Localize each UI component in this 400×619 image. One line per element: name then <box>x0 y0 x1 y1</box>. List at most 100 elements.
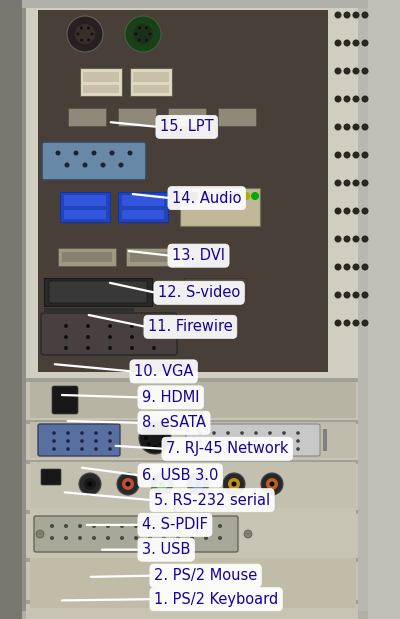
Bar <box>30 422 356 458</box>
Bar <box>26 420 358 424</box>
Circle shape <box>344 95 350 103</box>
Circle shape <box>94 439 98 443</box>
Circle shape <box>352 152 360 158</box>
Circle shape <box>66 447 70 451</box>
Circle shape <box>130 335 134 339</box>
Circle shape <box>362 319 368 326</box>
Circle shape <box>110 150 114 155</box>
Circle shape <box>130 324 134 328</box>
Circle shape <box>334 12 342 19</box>
Circle shape <box>334 264 342 271</box>
Circle shape <box>196 482 200 487</box>
Circle shape <box>268 447 272 451</box>
Circle shape <box>254 431 258 435</box>
Circle shape <box>344 40 350 46</box>
Circle shape <box>334 180 342 186</box>
Circle shape <box>67 16 103 52</box>
Circle shape <box>352 124 360 131</box>
Bar <box>168 108 206 126</box>
Circle shape <box>145 27 148 30</box>
Circle shape <box>134 33 138 35</box>
Circle shape <box>198 431 202 435</box>
Circle shape <box>223 473 245 495</box>
Circle shape <box>254 447 258 451</box>
Circle shape <box>80 38 83 41</box>
Circle shape <box>344 292 350 298</box>
Circle shape <box>139 422 171 454</box>
Circle shape <box>145 38 148 41</box>
Circle shape <box>362 67 368 74</box>
Circle shape <box>90 33 94 35</box>
Circle shape <box>266 478 278 490</box>
Circle shape <box>352 207 360 215</box>
Circle shape <box>108 439 112 443</box>
Bar <box>188 192 198 200</box>
Text: 12. S-video: 12. S-video <box>158 285 240 300</box>
Circle shape <box>94 431 98 435</box>
Circle shape <box>130 346 134 350</box>
FancyBboxPatch shape <box>41 313 177 355</box>
Circle shape <box>362 180 368 186</box>
Circle shape <box>232 482 236 487</box>
Circle shape <box>334 124 342 131</box>
Circle shape <box>148 33 152 35</box>
Circle shape <box>192 478 204 490</box>
Bar <box>180 188 260 226</box>
Bar <box>58 248 116 266</box>
Circle shape <box>92 150 96 155</box>
Circle shape <box>212 447 216 451</box>
Text: 1. PS/2 Keyboard: 1. PS/2 Keyboard <box>154 592 278 607</box>
Circle shape <box>86 335 90 339</box>
Circle shape <box>138 27 141 30</box>
Circle shape <box>87 38 90 41</box>
Text: 11. Firewire: 11. Firewire <box>148 319 233 334</box>
Circle shape <box>244 530 252 538</box>
Circle shape <box>334 40 342 46</box>
Circle shape <box>120 536 124 540</box>
Circle shape <box>282 439 286 443</box>
Bar <box>26 378 358 619</box>
Text: 13. DVI: 13. DVI <box>172 248 225 263</box>
Circle shape <box>362 152 368 158</box>
Circle shape <box>64 524 68 528</box>
Circle shape <box>64 324 68 328</box>
Circle shape <box>362 207 368 215</box>
Circle shape <box>190 524 194 528</box>
Circle shape <box>344 207 350 215</box>
Circle shape <box>159 443 163 446</box>
Circle shape <box>75 24 95 44</box>
Circle shape <box>118 163 124 168</box>
Bar <box>83 72 119 82</box>
Circle shape <box>92 524 96 528</box>
Circle shape <box>344 319 350 326</box>
Circle shape <box>106 536 110 540</box>
Circle shape <box>352 264 360 271</box>
Circle shape <box>36 530 44 538</box>
Circle shape <box>153 445 157 449</box>
Bar <box>184 278 246 296</box>
Circle shape <box>148 524 152 528</box>
Circle shape <box>176 536 180 540</box>
Circle shape <box>122 478 134 490</box>
Bar <box>26 460 358 464</box>
Circle shape <box>362 12 368 19</box>
Circle shape <box>362 124 368 131</box>
Text: 7. RJ-45 Network: 7. RJ-45 Network <box>166 441 288 456</box>
Circle shape <box>176 524 180 528</box>
Circle shape <box>52 431 56 435</box>
Circle shape <box>52 447 56 451</box>
Bar <box>64 210 106 219</box>
Text: 2. PS/2 Mouse: 2. PS/2 Mouse <box>154 568 257 583</box>
Text: 9. HDMI: 9. HDMI <box>142 390 200 405</box>
Circle shape <box>80 431 84 435</box>
Bar <box>230 192 240 200</box>
FancyBboxPatch shape <box>186 424 320 456</box>
Circle shape <box>147 430 151 434</box>
Circle shape <box>50 524 54 528</box>
Circle shape <box>100 163 106 168</box>
Circle shape <box>334 67 342 74</box>
Circle shape <box>74 150 78 155</box>
Text: 8. eSATA: 8. eSATA <box>142 415 206 430</box>
Bar <box>122 210 164 219</box>
Circle shape <box>79 473 101 495</box>
